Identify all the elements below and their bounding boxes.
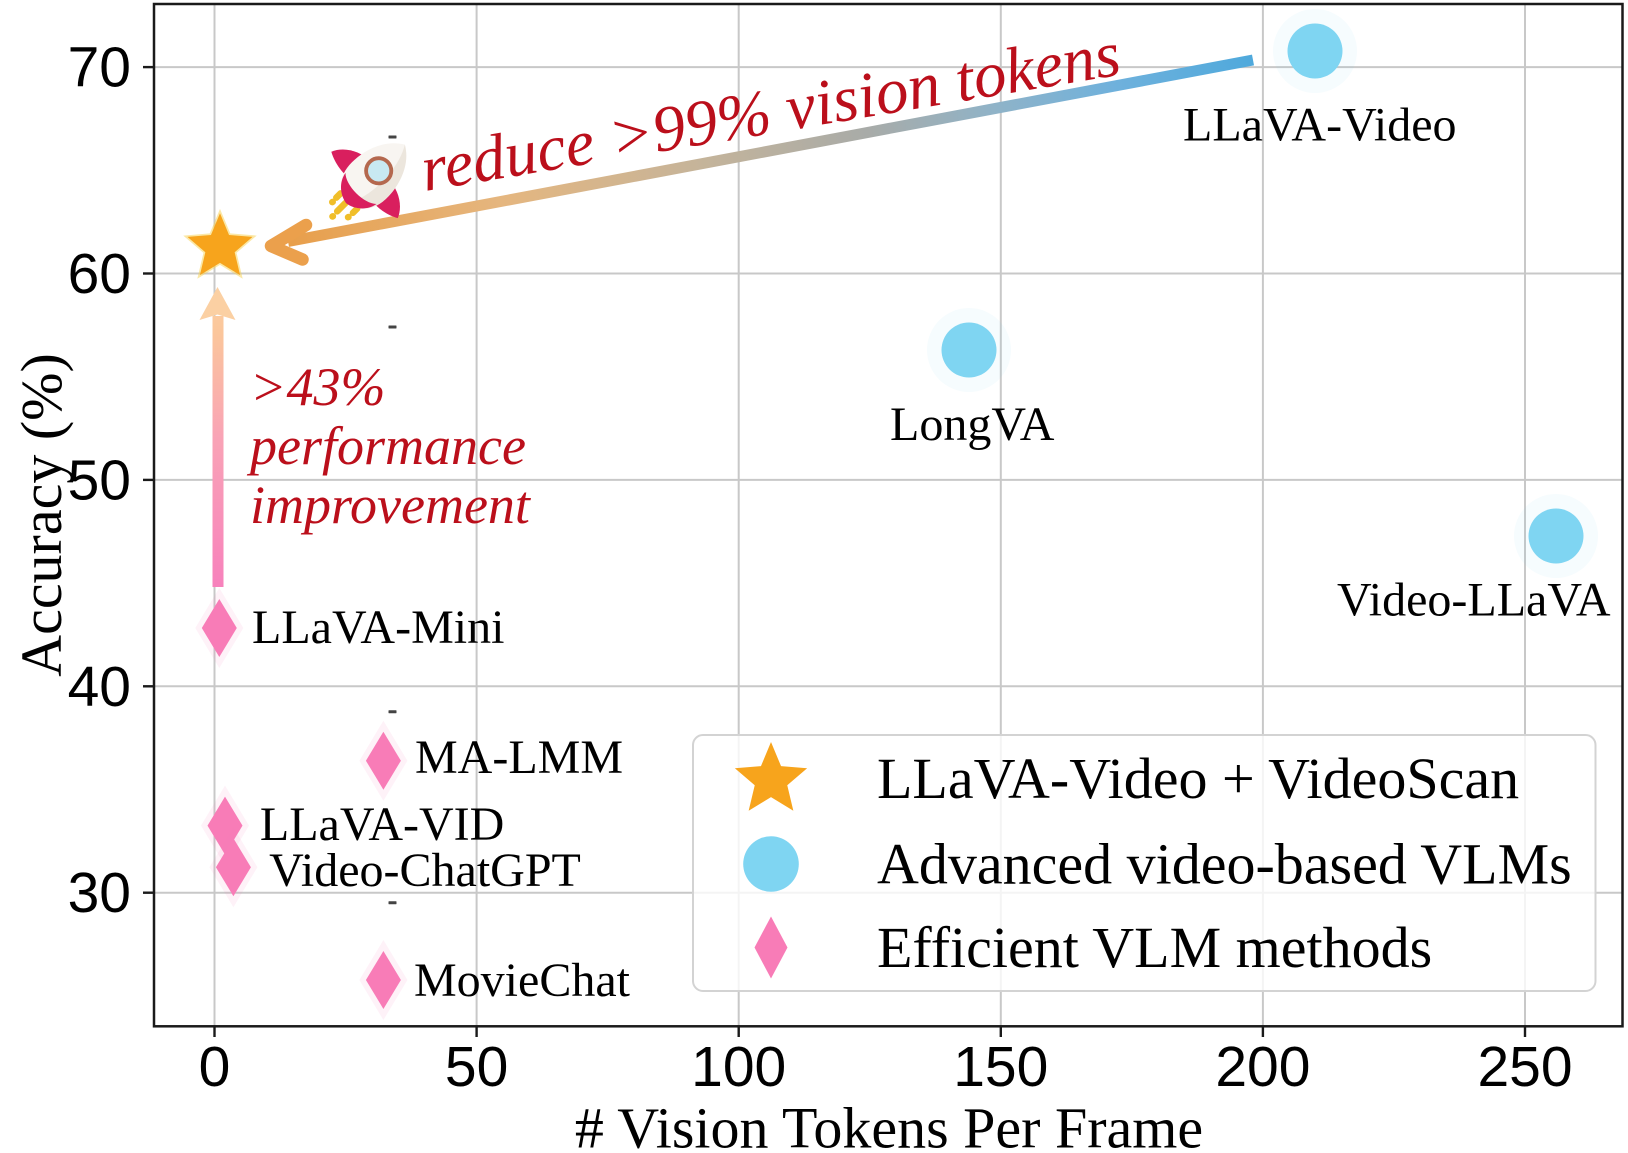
- svg-text:Accuracy (%): Accuracy (%): [9, 353, 74, 677]
- svg-text:LLaVA-Mini: LLaVA-Mini: [252, 601, 504, 654]
- svg-text:60: 60: [68, 242, 131, 306]
- svg-text:200: 200: [1215, 1035, 1310, 1099]
- svg-text:150: 150: [953, 1035, 1048, 1099]
- svg-text:0: 0: [199, 1035, 231, 1099]
- svg-text:Efficient VLM methods: Efficient VLM methods: [877, 915, 1432, 980]
- svg-text:improvement: improvement: [250, 475, 532, 535]
- svg-text:LongVA: LongVA: [890, 398, 1055, 451]
- svg-text:reduce >99% vision tokens: reduce >99% vision tokens: [416, 18, 1126, 206]
- svg-text:>43%: >43%: [250, 357, 385, 417]
- svg-text:40: 40: [68, 655, 131, 719]
- svg-text:Video-ChatGPT: Video-ChatGPT: [269, 844, 581, 897]
- svg-text:LLaVA-Video + VideoScan: LLaVA-Video + VideoScan: [877, 746, 1519, 811]
- svg-text:LLaVA-Video: LLaVA-Video: [1183, 98, 1457, 151]
- svg-text:30: 30: [68, 861, 131, 925]
- svg-text:Video-LLaVA: Video-LLaVA: [1337, 573, 1611, 626]
- svg-text:# Vision Tokens Per Frame: # Vision Tokens Per Frame: [575, 1096, 1203, 1153]
- svg-text:70: 70: [68, 36, 131, 100]
- svg-text:50: 50: [68, 448, 131, 512]
- svg-text:LLaVA-VID: LLaVA-VID: [260, 798, 504, 851]
- svg-text:Advanced video-based VLMs: Advanced video-based VLMs: [877, 832, 1572, 897]
- svg-text:100: 100: [691, 1035, 786, 1099]
- svg-text:50: 50: [445, 1035, 508, 1099]
- svg-text:MovieChat: MovieChat: [414, 954, 631, 1007]
- svg-text:MA-LMM: MA-LMM: [415, 731, 623, 784]
- svg-text:250: 250: [1477, 1035, 1572, 1099]
- svg-text:performance: performance: [246, 416, 526, 476]
